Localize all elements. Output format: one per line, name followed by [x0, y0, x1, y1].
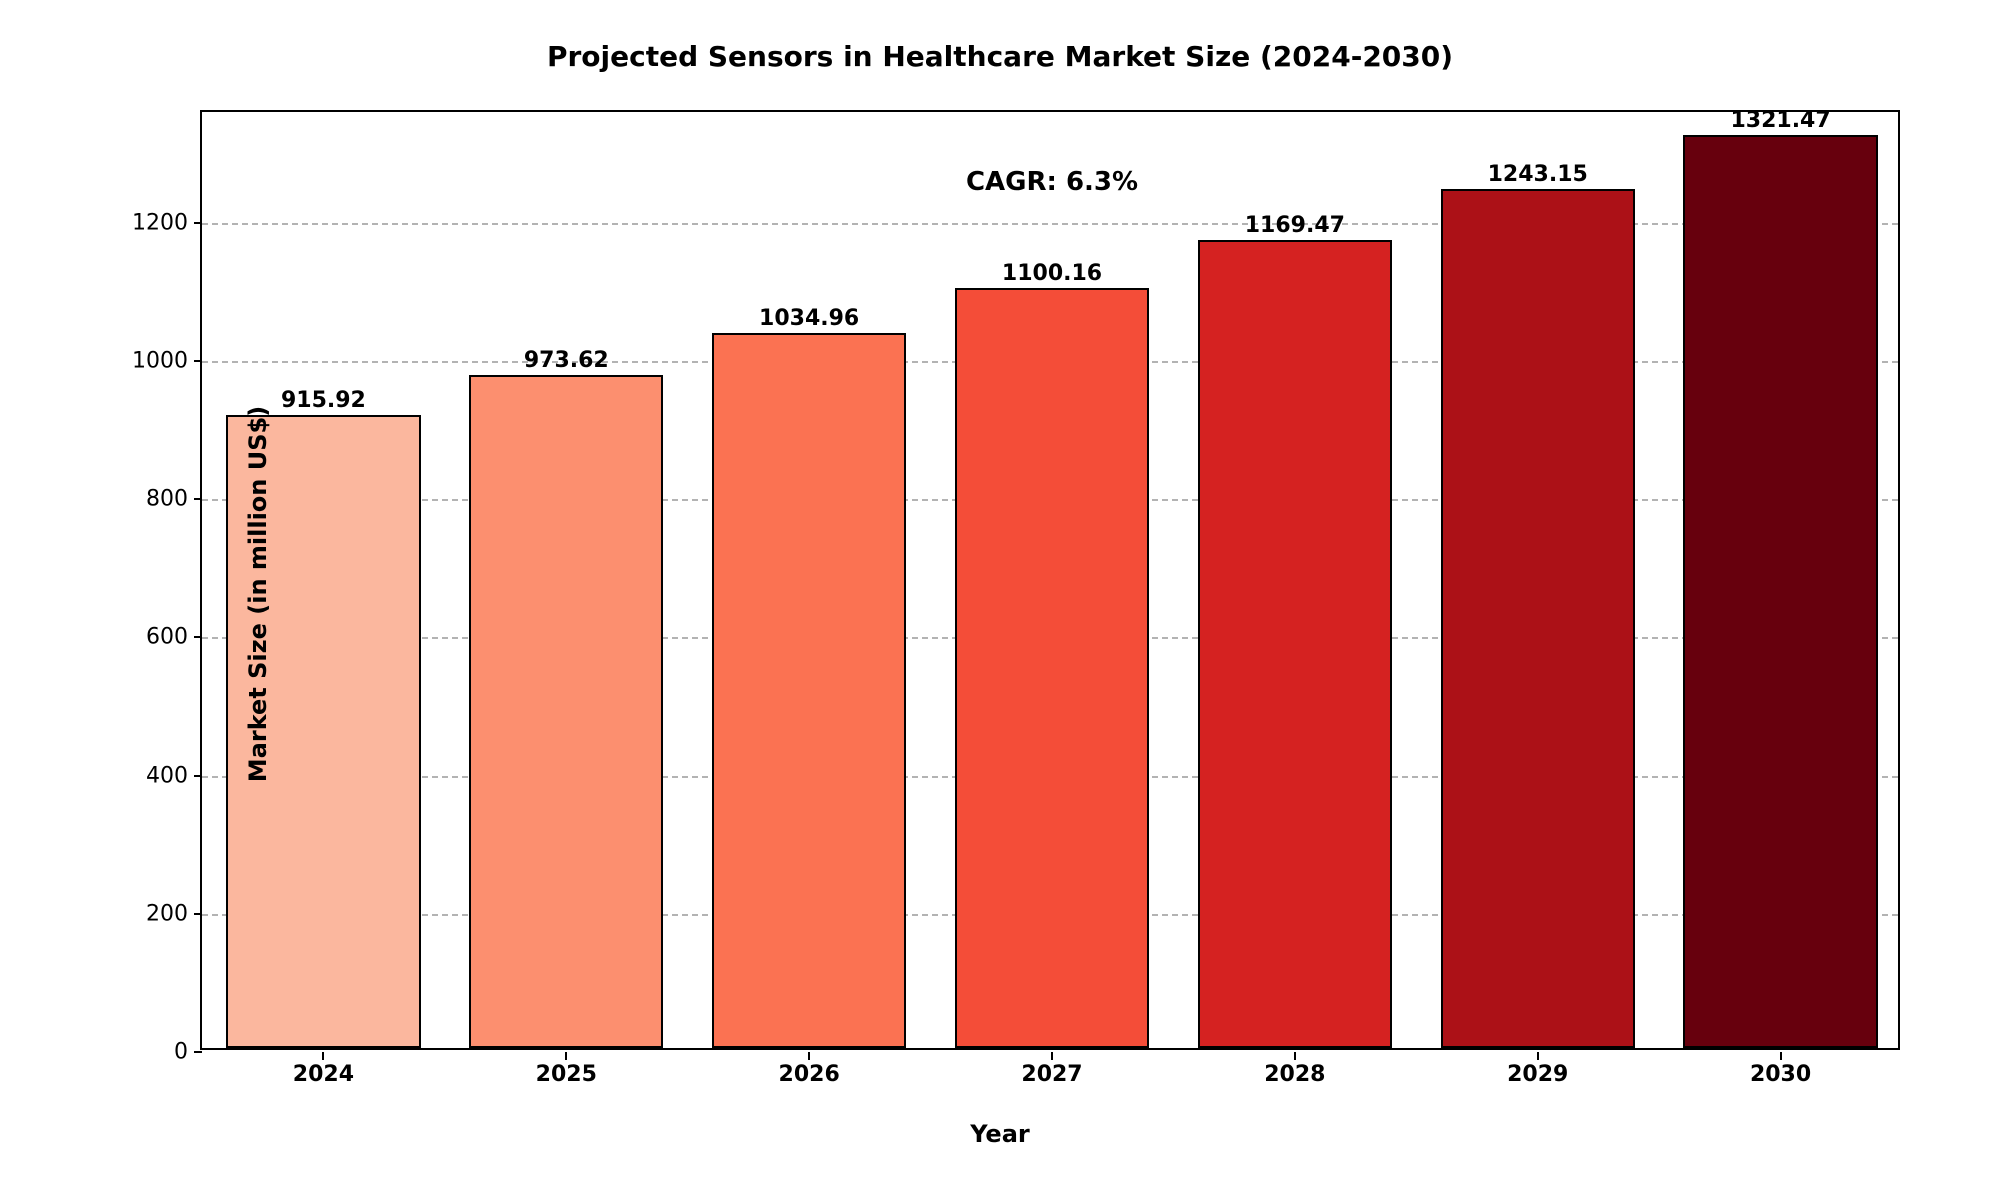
x-axis-label: Year: [0, 1120, 2000, 1148]
bar-value-label: 1169.47: [1245, 213, 1345, 238]
x-tick-mark: [808, 1052, 810, 1060]
y-tick-mark: [194, 636, 202, 638]
y-tick-mark: [194, 498, 202, 500]
bar: [1198, 240, 1392, 1048]
y-tick-mark: [194, 360, 202, 362]
bar: [469, 375, 663, 1048]
plot-area: 020040060080010001200915.922024973.62202…: [200, 110, 1900, 1050]
y-axis-label: Market Size (in million US$): [244, 406, 272, 782]
bar-value-label: 915.92: [281, 388, 366, 413]
y-tick-label: 1200: [132, 210, 202, 235]
bar-value-label: 1243.15: [1488, 162, 1588, 187]
y-tick-mark: [194, 775, 202, 777]
bar: [712, 333, 906, 1048]
x-tick-mark: [1051, 1052, 1053, 1060]
bar-value-label: 973.62: [524, 348, 609, 373]
bar: [1441, 189, 1635, 1048]
y-tick-mark: [194, 222, 202, 224]
chart-title: Projected Sensors in Healthcare Market S…: [0, 40, 2000, 73]
x-tick-mark: [1294, 1052, 1296, 1060]
x-tick-mark: [322, 1052, 324, 1060]
chart-container: Projected Sensors in Healthcare Market S…: [0, 0, 2000, 1200]
bar: [955, 288, 1149, 1048]
cagr-annotation: CAGR: 6.3%: [966, 167, 1138, 197]
bar: [1683, 135, 1877, 1048]
x-tick-mark: [1537, 1052, 1539, 1060]
bar-value-label: 1100.16: [1002, 261, 1102, 286]
x-tick-mark: [565, 1052, 567, 1060]
x-tick-mark: [1780, 1052, 1782, 1060]
y-tick-mark: [194, 913, 202, 915]
grid-line: [202, 223, 1898, 225]
y-tick-mark: [194, 1051, 202, 1053]
bar-value-label: 1321.47: [1730, 108, 1830, 133]
bar-value-label: 1034.96: [759, 306, 859, 331]
y-tick-label: 1000: [132, 348, 202, 373]
